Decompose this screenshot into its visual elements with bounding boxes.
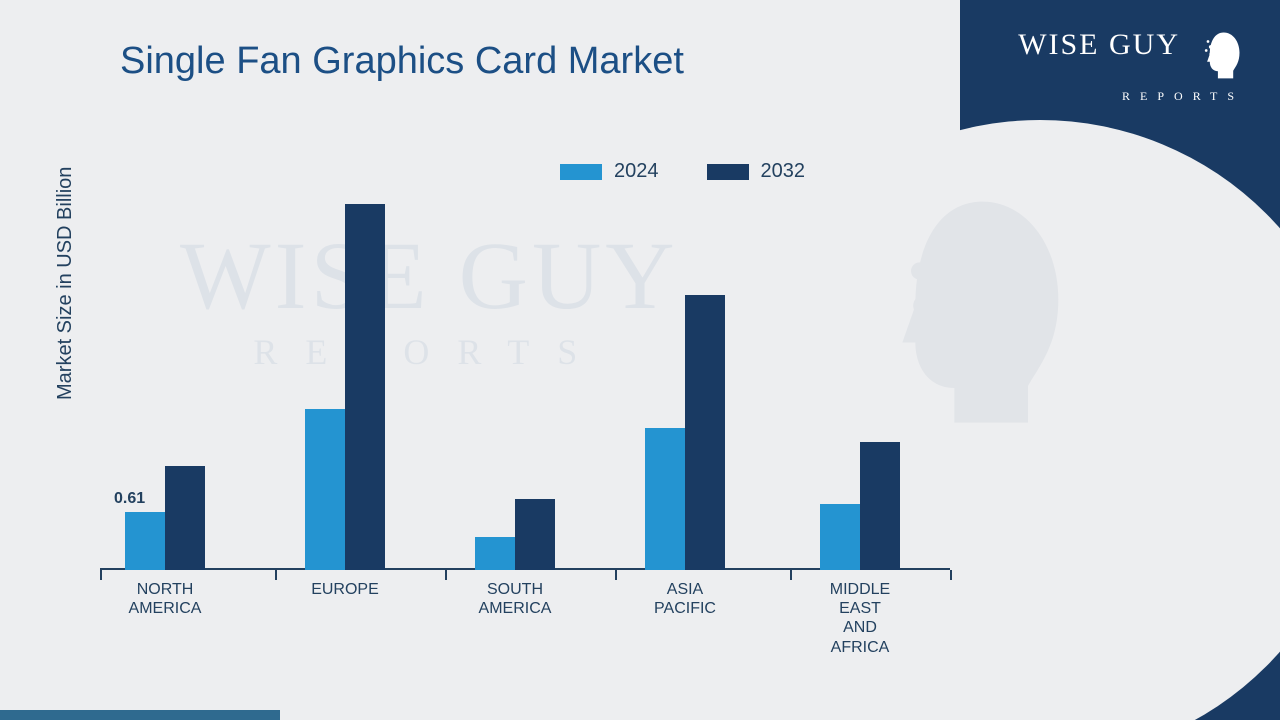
legend-swatch-2024 [560,164,602,180]
legend-swatch-2032 [707,164,749,180]
y-axis-label: Market Size in USD Billion [54,167,77,400]
bar [345,204,385,570]
category-label: ASIAPACIFIC [625,580,745,618]
bar [860,442,900,570]
bar [645,428,685,571]
category-label: SOUTHAMERICA [455,580,575,618]
legend-item-2032: 2032 [707,160,806,183]
bar [685,295,725,571]
category-label: EUROPE [285,580,405,599]
bar [165,466,205,571]
category-label: MIDDLEEASTANDAFRICA [800,580,920,657]
chart-legend: 2024 2032 [560,160,805,183]
bar-chart: 0.61 [100,190,950,570]
bar-group [640,295,730,571]
legend-label-2032: 2032 [761,160,806,183]
x-axis-labels: NORTHAMERICA EUROPE SOUTHAMERICA ASIAPACIFI… [100,576,950,696]
brand-logo: WISE GUY REPORTS [1018,28,1244,104]
bar-group [815,442,905,570]
footer-accent-bar [0,710,280,720]
category-label: NORTHAMERICA [105,580,225,618]
brand-line1: WISE GUY [1018,28,1180,61]
bar [820,504,860,571]
legend-item-2024: 2024 [560,160,659,183]
bar [475,537,515,570]
infographic-canvas: WISE GUY REPORTS Single Fan Graphics Car… [0,0,1280,720]
legend-label-2024: 2024 [614,160,659,183]
brand-line2: REPORTS [1018,89,1244,104]
bar-value-label: 0.61 [114,490,145,508]
axis-tick [950,570,952,580]
chart-title: Single Fan Graphics Card Market [120,40,684,83]
bar [305,409,345,571]
bar [515,499,555,570]
bar-group [470,499,560,570]
bar [125,512,165,570]
bar-group [120,466,210,571]
brand-head-icon [1190,28,1244,87]
bar-group [300,204,390,570]
